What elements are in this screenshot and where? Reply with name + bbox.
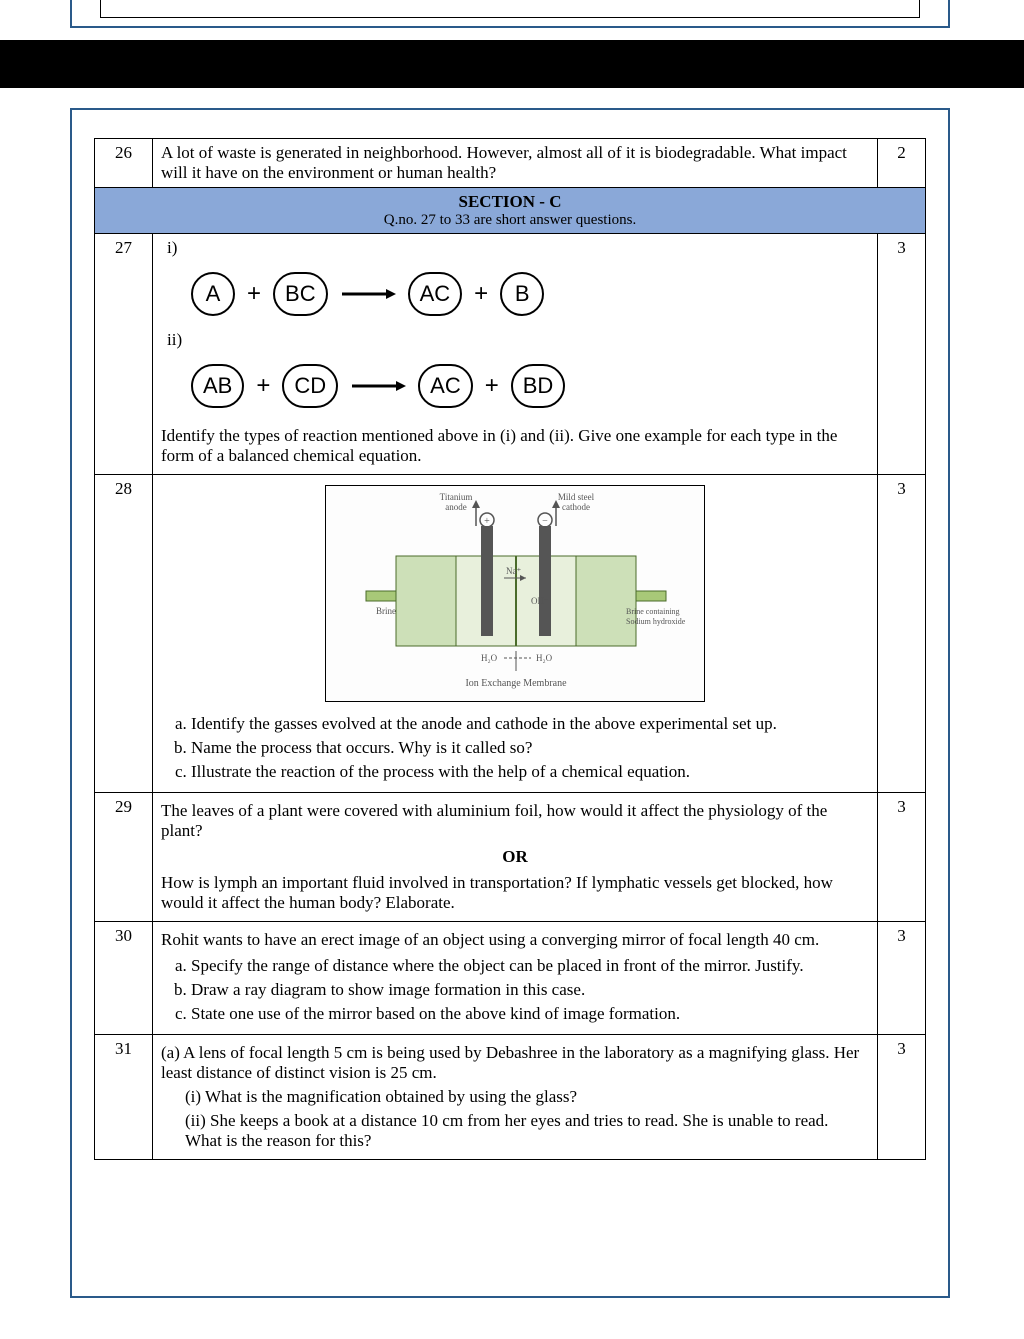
table-row: 27 i) A + BC AC + B ii) AB + (95, 234, 926, 475)
section-header-row: SECTION - C Q.no. 27 to 33 are short ans… (95, 188, 926, 234)
product-circle: AC (418, 364, 473, 408)
question-number: 28 (95, 475, 153, 793)
question-body: A lot of waste is generated in neighborh… (153, 139, 878, 188)
reactant-circle: AB (191, 364, 244, 408)
brine-out-label: Brine containing (626, 607, 680, 616)
question-main: The leaves of a plant were covered with … (161, 801, 869, 841)
question-number: 27 (95, 234, 153, 475)
cathode-label: Mild steel (558, 492, 595, 502)
section-subtitle: Q.no. 27 to 33 are short answer question… (103, 212, 917, 229)
question-marks: 3 (878, 475, 926, 793)
sub-label-ii: ii) (161, 330, 869, 350)
brine-in-label: Brine (376, 606, 396, 616)
question-prompt: Identify the types of reaction mentioned… (161, 426, 869, 466)
product-circle: AC (408, 272, 463, 316)
question-number: 31 (95, 1035, 153, 1160)
product-circle: BD (511, 364, 566, 408)
section-header-cell: SECTION - C Q.no. 27 to 33 are short ans… (95, 188, 926, 234)
question-body: i) A + BC AC + B ii) AB + CD (153, 234, 878, 475)
question-marks: 3 (878, 234, 926, 475)
table-row: 31 (a) A lens of focal length 5 cm is be… (95, 1035, 926, 1160)
cathode-polarity-label: − (542, 516, 548, 527)
q31-a-i: (i) What is the magnification obtained b… (161, 1087, 869, 1107)
question-number: 30 (95, 922, 153, 1035)
or-separator: OR (161, 847, 869, 867)
question-marks: 2 (878, 139, 926, 188)
question-parts: Identify the gasses evolved at the anode… (161, 712, 869, 784)
question-part-b: Name the process that occurs. Why is it … (191, 736, 869, 760)
section-title: SECTION - C (103, 192, 917, 212)
q31-a-intro: (a) A lens of focal length 5 cm is being… (161, 1043, 869, 1083)
sub-label-i: i) (161, 238, 869, 258)
oh-minus-label: OH⁻ (531, 596, 549, 606)
question-number: 29 (95, 793, 153, 922)
question-number: 26 (95, 139, 153, 188)
plus-sign: + (474, 280, 488, 308)
h2o-left-label: H₂O (481, 653, 498, 663)
na-plus-label: Na⁺ (506, 566, 521, 576)
question-part-a: Specify the range of distance where the … (191, 954, 869, 978)
page-border-frame: 26 A lot of waste is generated in neighb… (70, 108, 950, 1298)
electrolysis-diagram: + − Titanium anode Mild steel cathod (325, 485, 705, 702)
top-inner-frame-fragment (100, 0, 920, 18)
questions-table: 26 A lot of waste is generated in neighb… (94, 138, 926, 1160)
product-circle: B (500, 272, 544, 316)
reaction-arrow-icon (350, 379, 406, 393)
plus-sign: + (485, 372, 499, 400)
table-row: 29 The leaves of a plant were covered wi… (95, 793, 926, 922)
question-marks: 3 (878, 793, 926, 922)
question-text: A lot of waste is generated in neighborh… (161, 143, 847, 182)
reactant-circle: A (191, 272, 235, 316)
table-row: 26 A lot of waste is generated in neighb… (95, 139, 926, 188)
table-row: 28 + (95, 475, 926, 793)
question-parts: Specify the range of distance where the … (161, 954, 869, 1026)
h2o-right-label: H₂O (536, 653, 553, 663)
reactant-circle: BC (273, 272, 328, 316)
question-body: (a) A lens of focal length 5 cm is being… (153, 1035, 878, 1160)
question-body: + − Titanium anode Mild steel cathod (153, 475, 878, 793)
q31-a-ii: (ii) She keeps a book at a distance 10 c… (161, 1111, 869, 1151)
question-intro: Rohit wants to have an erect image of an… (161, 930, 869, 950)
question-part-b: Draw a ray diagram to show image formati… (191, 978, 869, 1002)
question-body: Rohit wants to have an erect image of an… (153, 922, 878, 1035)
membrane-label: Ion Exchange Membrane (465, 678, 567, 689)
svg-text:Sodium hydroxide: Sodium hydroxide (626, 617, 686, 626)
question-body: The leaves of a plant were covered with … (153, 793, 878, 922)
question-marks: 3 (878, 1035, 926, 1160)
table-row: 30 Rohit wants to have an erect image of… (95, 922, 926, 1035)
svg-text:anode: anode (445, 502, 467, 512)
anode-label: Titanium (440, 492, 473, 502)
anode-polarity-label: + (484, 516, 490, 527)
question-part-c: Illustrate the reaction of the process w… (191, 760, 869, 784)
reaction-equation-2: AB + CD AC + BD (161, 350, 869, 422)
black-redaction-band (0, 40, 1024, 88)
question-part-c: State one use of the mirror based on the… (191, 1002, 869, 1026)
question-marks: 3 (878, 922, 926, 1035)
reaction-arrow-icon (340, 287, 396, 301)
svg-text:cathode: cathode (562, 502, 590, 512)
plus-sign: + (247, 280, 261, 308)
reactant-circle: CD (282, 364, 338, 408)
question-part-a: Identify the gasses evolved at the anode… (191, 712, 869, 736)
reaction-equation-1: A + BC AC + B (161, 258, 869, 330)
plus-sign: + (256, 372, 270, 400)
question-alt: How is lymph an important fluid involved… (161, 873, 869, 913)
